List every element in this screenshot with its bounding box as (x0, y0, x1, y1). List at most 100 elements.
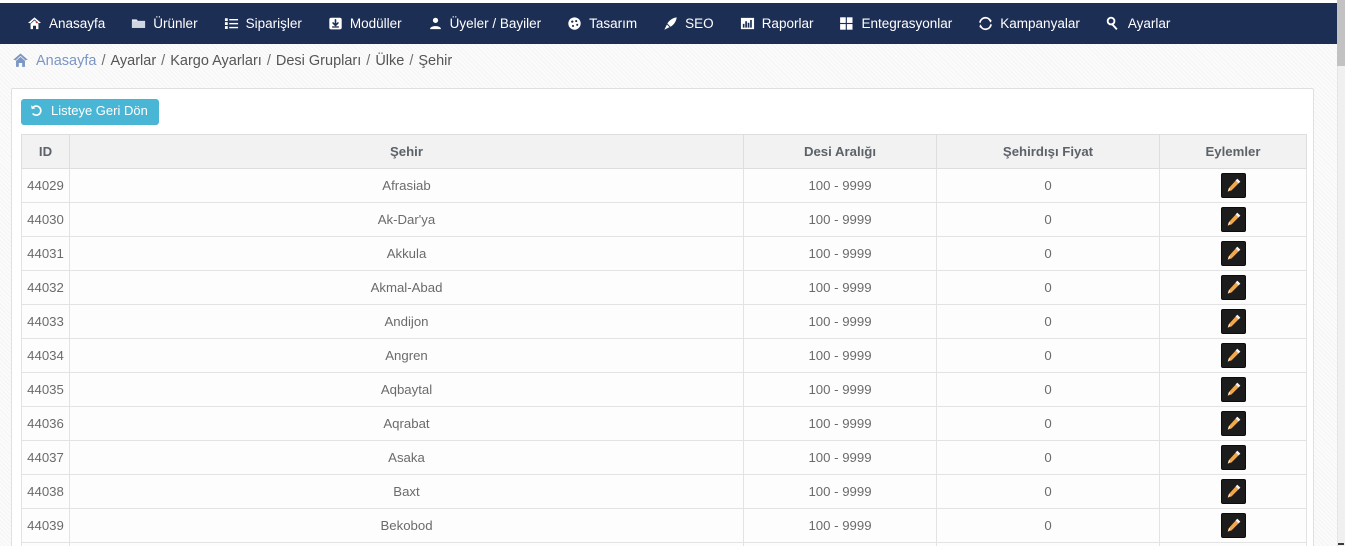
cell-fiyat: 0 (936, 405, 1160, 441)
nav-item-yeler-bayiler[interactable]: Üyeler / Bayiler (415, 3, 555, 44)
edit-row-button[interactable] (1220, 376, 1246, 402)
pencil-icon (1225, 415, 1242, 432)
cell-id: 44036 (21, 405, 70, 441)
nav-item-ayarlar[interactable]: Ayarlar (1093, 3, 1184, 44)
cell-desi: 100 - 9999 (743, 303, 937, 339)
back-to-list-button[interactable]: Listeye Geri Dön (21, 99, 159, 125)
cell-fiyat: 0 (936, 337, 1160, 373)
table-row: 44030 Ak-Dar'ya 100 - 9999 0 (21, 201, 1307, 237)
cell-actions (1159, 269, 1307, 305)
main-navbar: Anasayfa Ürünler Siparişler Modüller Üyeler … (0, 3, 1337, 44)
breadcrumb: Anasayfa / Ayarlar / Kargo Ayarları / Desi Gru… (0, 44, 1345, 77)
pencil-icon (1225, 483, 1242, 500)
breadcrumb-items: Anasayfa / Ayarlar / Kargo Ayarları / Desi Gru… (36, 53, 452, 69)
cell-actions (1159, 337, 1307, 373)
cell-id: 44033 (21, 303, 70, 339)
cell-desi: 100 - 9999 (743, 439, 937, 475)
table-row: 44033 Andijon 100 - 9999 0 (21, 303, 1307, 339)
edit-row-button[interactable] (1220, 172, 1246, 198)
page-scrollbar[interactable] (1337, 0, 1345, 546)
edit-row-button[interactable] (1220, 342, 1246, 368)
breadcrumb-item-5: Şehir (418, 52, 453, 69)
cell-actions (1159, 439, 1307, 475)
cell-fiyat: 0 (936, 473, 1160, 509)
cell-id: 44032 (21, 269, 70, 305)
cell-id: 44037 (21, 439, 70, 475)
cell-sehir: Angren (69, 337, 744, 373)
cell-actions (1159, 473, 1307, 509)
cell-sehir: Aqrabat (69, 405, 744, 441)
edit-row-button[interactable] (1220, 478, 1246, 504)
column-header-ehir: Şehir (69, 133, 744, 169)
edit-row-button[interactable] (1220, 206, 1246, 232)
cell-sehir: Bekobod (69, 507, 744, 543)
column-header-id: ID (21, 133, 70, 169)
nav-item-entegrasyonlar[interactable]: Entegrasyonlar (826, 3, 965, 44)
cell-id: 44039 (21, 507, 70, 543)
cell-fiyat: 0 (936, 303, 1160, 339)
pencil-icon (1225, 177, 1242, 194)
breadcrumb-separator: / (366, 52, 371, 69)
nav-item-anasayfa[interactable]: Anasayfa (14, 3, 118, 44)
edit-row-button[interactable] (1220, 240, 1246, 266)
cell-actions (1159, 507, 1307, 543)
cell-fiyat: 0 (936, 439, 1160, 475)
nav-item-tasar-m[interactable]: Tasarım (554, 3, 650, 44)
edit-row-button[interactable] (1220, 410, 1246, 436)
cell-sehir: Andijon (69, 303, 744, 339)
breadcrumb-item-3: Desi Grupları (275, 52, 362, 69)
pencil-icon (1225, 517, 1242, 534)
scrollbar-thumb[interactable] (1337, 0, 1345, 66)
breadcrumb-separator: / (101, 52, 106, 69)
cell-sehir: Baxt (69, 473, 744, 509)
undo-arrow-icon (30, 104, 44, 118)
cell-desi: 100 - 9999 (743, 541, 937, 546)
nav-item-label: Modüller (349, 16, 402, 31)
nav-item-label: SEO (685, 16, 714, 31)
cell-id: 44030 (21, 201, 70, 237)
column-header-eylemler: Eylemler (1159, 133, 1307, 169)
palette-icon (567, 16, 582, 31)
cell-sehir: Afrasiab (69, 167, 744, 203)
folder-icon (131, 16, 146, 31)
table-row: 44029 Afrasiab 100 - 9999 0 (21, 167, 1307, 203)
nav-item-raporlar[interactable]: Raporlar (727, 3, 827, 44)
edit-row-button[interactable] (1220, 308, 1246, 334)
cell-actions (1159, 303, 1307, 339)
cell-fiyat: 0 (936, 201, 1160, 237)
nav-item-label: Siparişler (245, 16, 302, 31)
edit-row-button[interactable] (1220, 444, 1246, 470)
cell-desi: 100 - 9999 (743, 201, 937, 237)
download-box-icon (328, 16, 343, 31)
cell-actions (1159, 235, 1307, 271)
cell-fiyat: 0 (936, 269, 1160, 305)
table-header-row: ID Şehir Desi Aralığı Şehirdışı Fiyat Eyleml… (21, 133, 1307, 169)
nav-item-kampanyalar[interactable]: Kampanyalar (965, 3, 1093, 44)
breadcrumb-item-1: Ayarlar (110, 52, 157, 69)
cell-desi: 100 - 9999 (743, 405, 937, 441)
cell-id: 44040 (21, 541, 70, 546)
scrollbar-down-arrow-icon[interactable] (1338, 543, 1344, 545)
refresh-icon (978, 16, 993, 31)
nav-item-r-nler[interactable]: Ürünler (118, 3, 210, 44)
cell-id: 44034 (21, 337, 70, 373)
user-icon (428, 16, 443, 31)
breadcrumb-item-0[interactable]: Anasayfa (36, 52, 97, 69)
cell-sehir: Akmal-Abad (69, 269, 744, 305)
table-body: 44029 Afrasiab 100 - 9999 0 44030 Ak-Dar'ya 10… (21, 167, 1307, 546)
nav-item-seo[interactable]: SEO (650, 3, 727, 44)
rocket-icon (663, 16, 678, 31)
list-icon (224, 16, 239, 31)
cell-sehir: Akkula (69, 235, 744, 271)
nav-item-label: Kampanyalar (1000, 16, 1080, 31)
table-row: 44031 Akkula 100 - 9999 0 (21, 235, 1307, 271)
edit-row-button[interactable] (1220, 512, 1246, 538)
nav-item-mod-ller[interactable]: Modüller (315, 3, 415, 44)
nav-item-label: Raporlar (761, 16, 814, 31)
nav-item-sipari-ler[interactable]: Siparişler (211, 3, 315, 44)
cell-actions (1159, 167, 1307, 203)
edit-row-button[interactable] (1220, 274, 1246, 300)
home-icon (12, 52, 29, 69)
nav-item-label: Ayarlar (1127, 16, 1171, 31)
